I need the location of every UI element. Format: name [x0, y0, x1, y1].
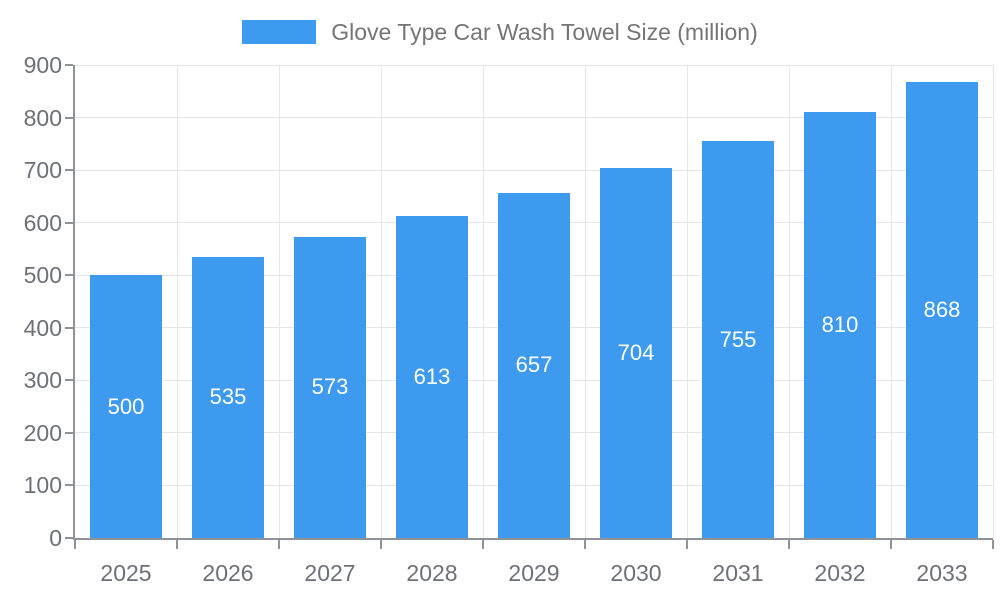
y-axis-tick — [65, 169, 73, 172]
bar[interactable]: 613 — [396, 215, 468, 538]
y-tick-label: 100 — [23, 472, 62, 499]
bar-value-label: 868 — [923, 296, 961, 322]
bar[interactable]: 704 — [600, 168, 672, 538]
x-tick-label: 2027 — [304, 560, 356, 586]
gridline-vertical — [686, 65, 688, 538]
bar[interactable]: 500 — [90, 275, 162, 538]
bar-value-label: 613 — [413, 363, 451, 389]
bar-value-label: 535 — [209, 384, 247, 410]
y-tick-label: 500 — [23, 262, 62, 289]
x-axis-tick — [74, 540, 76, 549]
y-tick-label: 700 — [23, 157, 62, 184]
x-tick-label: 2025 — [100, 560, 152, 586]
x-axis-tick — [686, 540, 688, 549]
gridline-horizontal — [75, 117, 993, 119]
y-axis-tick — [65, 116, 73, 119]
gridline-vertical — [992, 65, 994, 538]
x-axis-tick — [482, 540, 484, 549]
bar-value-label: 657 — [515, 352, 553, 378]
x-tick-label: 2030 — [610, 560, 662, 586]
bar[interactable]: 868 — [906, 81, 978, 538]
x-axis-tick — [176, 540, 178, 549]
bar-value-label: 755 — [719, 326, 757, 352]
gridline-horizontal — [75, 169, 993, 171]
y-axis-tick — [65, 379, 73, 382]
y-axis-tick — [65, 537, 73, 539]
x-axis-tick — [380, 540, 382, 549]
y-axis-tick — [65, 431, 73, 434]
y-tick-label: 400 — [23, 314, 62, 341]
gridline-vertical — [482, 65, 484, 538]
bar[interactable]: 573 — [294, 236, 366, 538]
bar-value-label: 500 — [107, 393, 145, 419]
x-axis-tick — [992, 540, 994, 549]
y-axis-tick — [65, 274, 73, 277]
bar[interactable]: 535 — [192, 256, 264, 538]
legend-label: Glove Type Car Wash Towel Size (million) — [331, 19, 758, 45]
legend-swatch-icon — [242, 20, 317, 44]
bar-value-label: 704 — [617, 339, 655, 365]
y-tick-label: 800 — [23, 104, 62, 131]
legend-item[interactable]: Glove Type Car Wash Towel Size (million) — [0, 19, 1000, 45]
gridline-vertical — [788, 65, 790, 538]
y-tick-label: 900 — [23, 52, 62, 78]
x-tick-label: 2026 — [202, 560, 254, 586]
y-axis-line — [73, 65, 75, 540]
bar[interactable]: 657 — [498, 192, 570, 538]
gridline-vertical — [278, 65, 280, 538]
bar[interactable]: 810 — [804, 112, 876, 538]
x-tick-label: 2028 — [406, 560, 458, 586]
bar-value-label: 810 — [821, 312, 859, 338]
y-tick-label: 200 — [23, 419, 62, 446]
y-axis-tick — [65, 221, 73, 224]
y-tick-label: 0 — [49, 525, 62, 551]
y-tick-label: 600 — [23, 209, 62, 236]
gridline-vertical — [380, 65, 382, 538]
x-tick-label: 2031 — [712, 560, 764, 586]
gridline-vertical — [584, 65, 586, 538]
x-tick-label: 2032 — [814, 560, 866, 586]
gridline-vertical — [176, 65, 178, 538]
x-axis-tick — [890, 540, 892, 549]
x-axis-line — [73, 538, 993, 540]
y-axis-tick — [65, 64, 73, 66]
x-tick-label: 2029 — [508, 560, 560, 586]
x-tick-label: 2033 — [916, 560, 968, 586]
x-axis-tick — [584, 540, 586, 549]
bar[interactable]: 755 — [702, 141, 774, 538]
y-tick-label: 300 — [23, 367, 62, 394]
x-axis-tick — [278, 540, 280, 549]
gridline-horizontal — [75, 64, 993, 66]
bar-value-label: 573 — [311, 374, 349, 400]
x-axis-tick — [788, 540, 790, 549]
gridline-vertical — [890, 65, 892, 538]
y-axis-tick — [65, 484, 73, 487]
y-axis-tick — [65, 326, 73, 329]
